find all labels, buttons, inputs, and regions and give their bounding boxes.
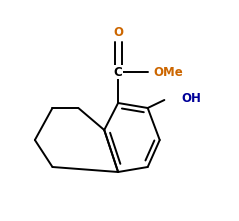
Text: OH: OH [181, 92, 201, 105]
Text: OMe: OMe [153, 65, 183, 78]
Text: O: O [113, 26, 123, 39]
Text: C: C [114, 65, 123, 78]
